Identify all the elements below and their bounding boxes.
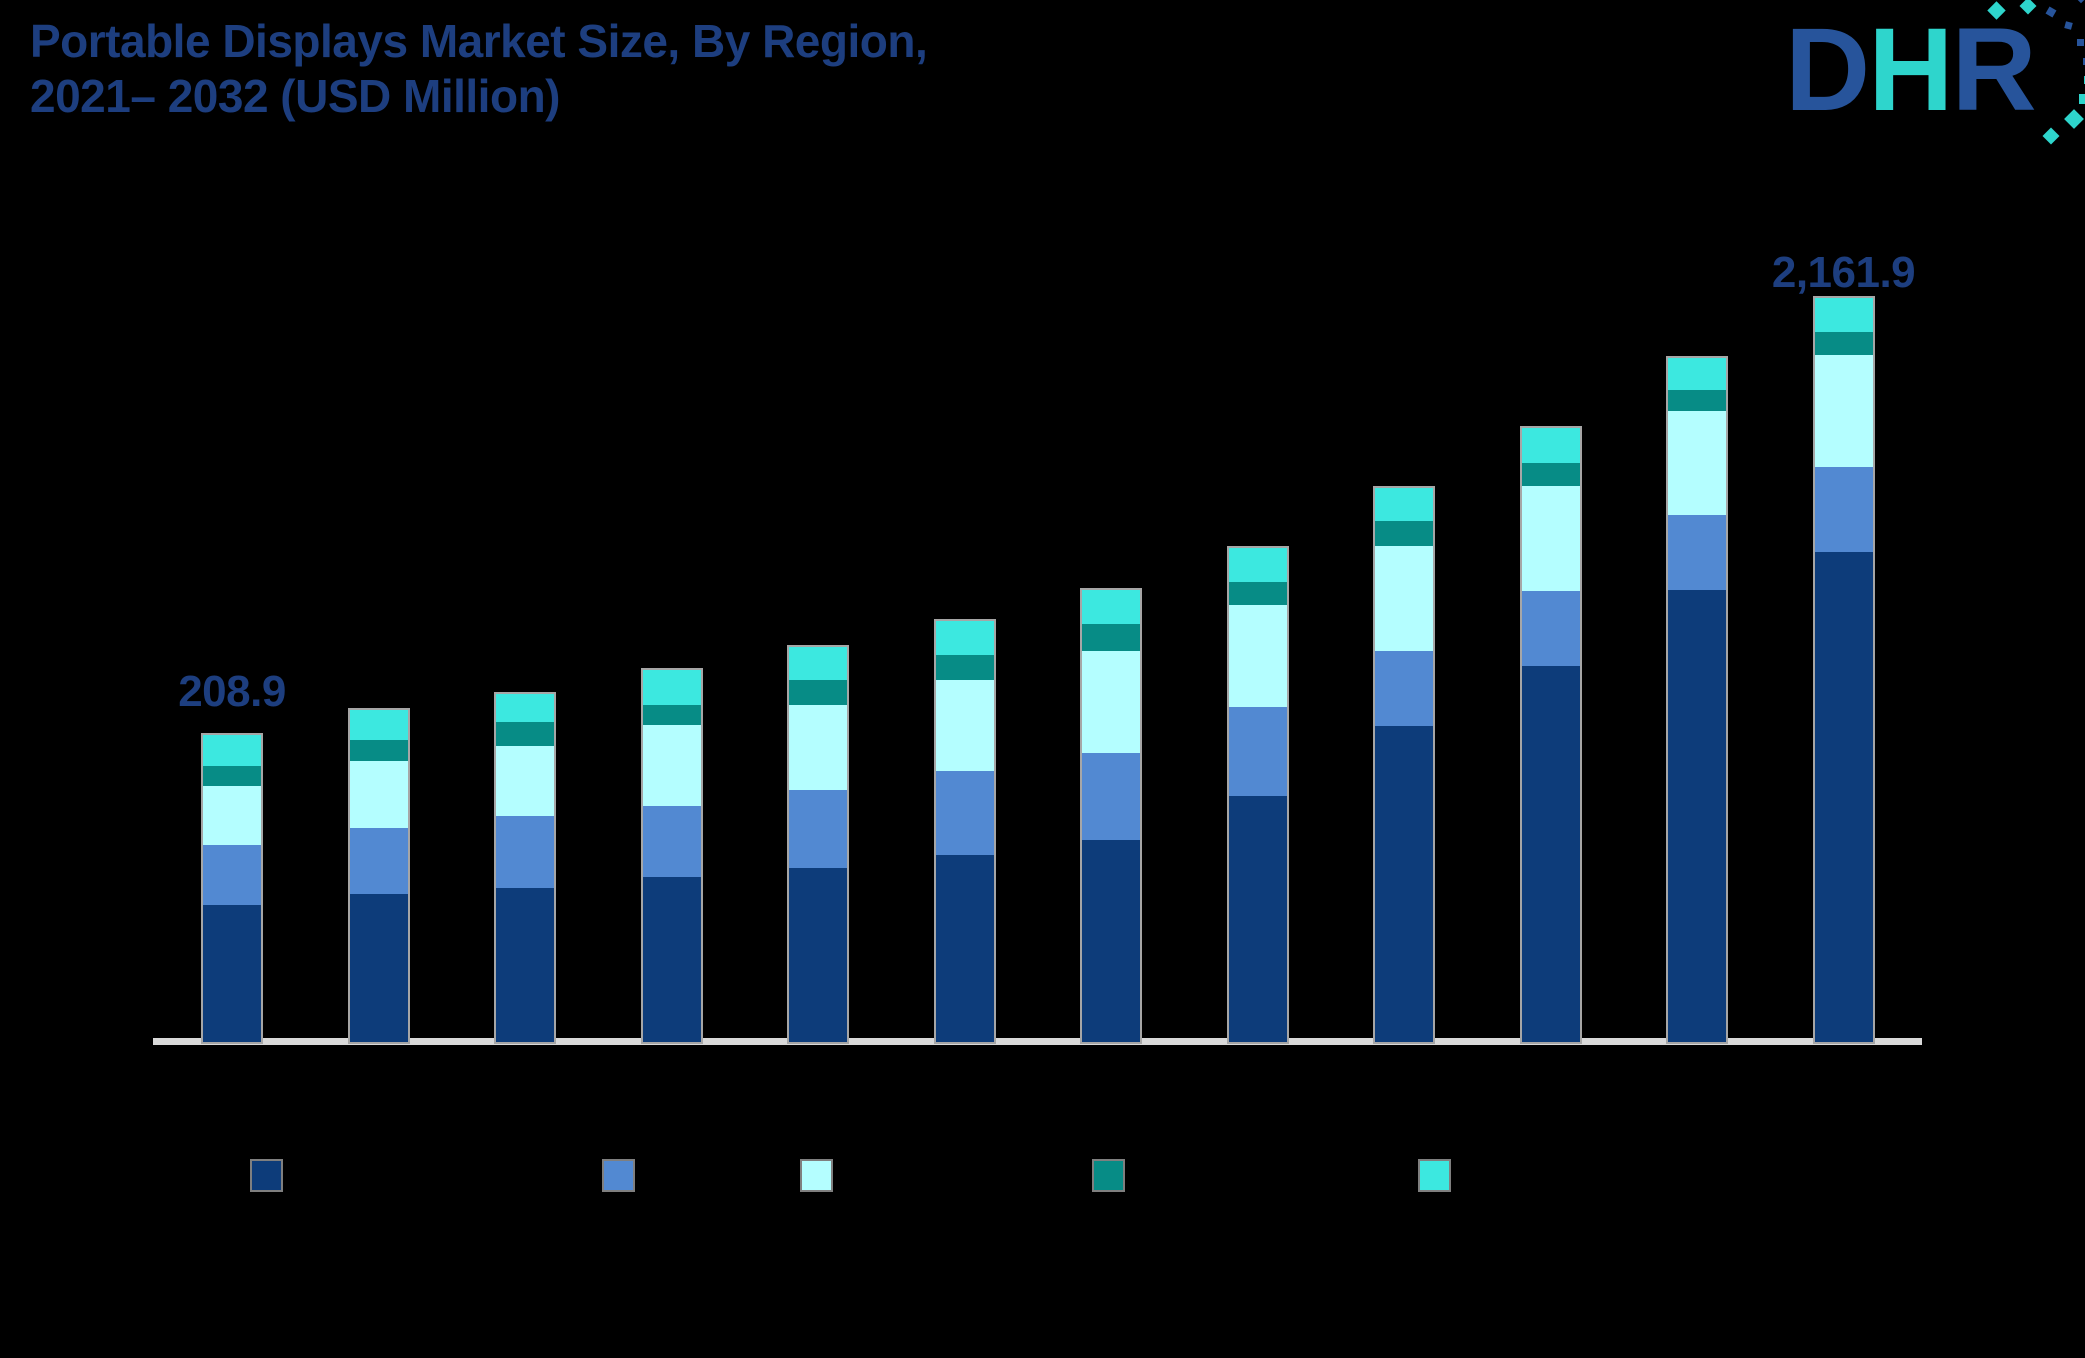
bar-2025-segment-region-2-blue <box>789 790 847 868</box>
bar-2028-segment-region-4-teal <box>1228 582 1287 605</box>
bar-2022 <box>347 708 410 1044</box>
legend-swatch-region-1-navy <box>250 1159 283 1192</box>
value-label-2032: 2,161.9 <box>1771 248 1916 297</box>
bar-2027-segment-region-4-teal <box>1082 624 1140 651</box>
bar-2030-segment-region-1-navy <box>1521 666 1580 1042</box>
bar-2023-segment-region-3-lightcyan <box>496 746 554 816</box>
bar-2022-segment-region-5-turquoise <box>349 710 408 740</box>
bar-2021-segment-region-1-navy <box>203 905 261 1042</box>
bar-2027-segment-region-1-navy <box>1082 840 1140 1042</box>
bar-2028-segment-region-5-turquoise <box>1228 548 1287 582</box>
bar-2029-segment-region-2-blue <box>1375 651 1433 726</box>
bar-2029-segment-region-5-turquoise <box>1375 488 1433 521</box>
bar-2024-segment-region-4-teal <box>642 705 701 725</box>
bar-2032 <box>1812 296 1875 1044</box>
bar-2031-segment-region-5-turquoise <box>1668 358 1726 390</box>
legend-swatch-region-5-turquoise <box>1418 1159 1451 1192</box>
bar-2029-segment-region-3-lightcyan <box>1375 546 1433 651</box>
logo-letter-h: H <box>1868 4 1953 136</box>
bar-2024 <box>640 668 703 1044</box>
bar-2032-segment-region-1-navy <box>1814 552 1873 1042</box>
bar-2028-segment-region-2-blue <box>1228 707 1287 796</box>
bar-2029 <box>1373 486 1435 1044</box>
bar-2032-segment-region-2-blue <box>1814 467 1873 552</box>
bar-2031 <box>1666 356 1728 1044</box>
bar-2026 <box>933 619 996 1044</box>
bar-2022-segment-region-3-lightcyan <box>349 761 408 828</box>
bar-2030-segment-region-3-lightcyan <box>1521 486 1580 591</box>
bar-2021-segment-region-2-blue <box>203 845 261 905</box>
bar-2023-segment-region-1-navy <box>496 888 554 1042</box>
bar-2032-segment-region-4-teal <box>1814 332 1873 355</box>
logo-dot-9 <box>2079 94 2085 104</box>
dhr-logo: DHR <box>1785 0 2085 146</box>
bar-2027-segment-region-2-blue <box>1082 753 1140 840</box>
bar-2028-segment-region-3-lightcyan <box>1228 605 1287 707</box>
logo-letter-r: R <box>1951 4 2036 136</box>
bar-2031-segment-region-4-teal <box>1668 390 1726 411</box>
bar-2030-segment-region-2-blue <box>1521 591 1580 666</box>
bar-2026-segment-region-3-lightcyan <box>935 680 994 771</box>
bar-2022-segment-region-2-blue <box>349 828 408 894</box>
bar-2026-segment-region-2-blue <box>935 771 994 855</box>
bar-2022-segment-region-4-teal <box>349 740 408 761</box>
bar-2024-segment-region-1-navy <box>642 877 701 1042</box>
bar-2021 <box>201 733 263 1044</box>
bar-2032-segment-region-5-turquoise <box>1814 298 1873 332</box>
bar-2021-segment-region-3-lightcyan <box>203 786 261 845</box>
bar-2031-segment-region-2-blue <box>1668 515 1726 590</box>
bar-2023-segment-region-2-blue <box>496 816 554 888</box>
bar-2025-segment-region-1-navy <box>789 868 847 1042</box>
legend-swatch-region-2-blue <box>602 1159 635 1192</box>
logo-dot-3 <box>2076 0 2085 4</box>
bar-2030 <box>1519 426 1582 1044</box>
bar-2022-segment-region-1-navy <box>349 894 408 1042</box>
bar-2031-segment-region-1-navy <box>1668 590 1726 1042</box>
bar-2024-segment-region-5-turquoise <box>642 670 701 705</box>
bar-2025 <box>787 645 849 1044</box>
bar-2027-segment-region-5-turquoise <box>1082 590 1140 624</box>
legend-swatch-region-4-teal <box>1092 1159 1125 1192</box>
bar-2028 <box>1226 546 1289 1044</box>
bar-2021-segment-region-5-turquoise <box>203 735 261 766</box>
chart-title: Portable Displays Market Size, By Region… <box>30 14 928 124</box>
bar-2024-segment-region-2-blue <box>642 806 701 877</box>
bar-2027-segment-region-3-lightcyan <box>1082 651 1140 753</box>
bar-2025-segment-region-4-teal <box>789 680 847 705</box>
bar-2023-segment-region-4-teal <box>496 722 554 746</box>
logo-dot-6 <box>2077 39 2084 46</box>
chart-title-line1: Portable Displays Market Size, By Region… <box>30 15 928 67</box>
bar-2029-segment-region-1-navy <box>1375 726 1433 1042</box>
bar-2026-segment-region-4-teal <box>935 655 994 680</box>
logo-letter-d: D <box>1785 4 1870 136</box>
bar-2025-segment-region-5-turquoise <box>789 647 847 680</box>
bar-2032-segment-region-3-lightcyan <box>1814 355 1873 467</box>
logo-dot-7 <box>2083 58 2085 65</box>
bar-2023 <box>494 692 556 1044</box>
bar-2031-segment-region-3-lightcyan <box>1668 411 1726 515</box>
chart-title-line2: 2021– 2032 (USD Million) <box>30 70 560 122</box>
bar-2021-segment-region-4-teal <box>203 766 261 786</box>
bar-2023-segment-region-5-turquoise <box>496 694 554 722</box>
bar-2026-segment-region-5-turquoise <box>935 621 994 655</box>
legend-swatch-region-3-lightcyan <box>800 1159 833 1192</box>
bar-2029-segment-region-4-teal <box>1375 521 1433 546</box>
bar-2026-segment-region-1-navy <box>935 855 994 1042</box>
bar-2027 <box>1080 588 1142 1044</box>
bar-2030-segment-region-4-teal <box>1521 463 1580 486</box>
value-label-2021: 208.9 <box>178 667 286 716</box>
x-axis-line <box>153 1038 1922 1045</box>
bar-2028-segment-region-1-navy <box>1228 796 1287 1042</box>
bar-2024-segment-region-3-lightcyan <box>642 725 701 806</box>
bar-2025-segment-region-3-lightcyan <box>789 705 847 790</box>
dhr-logo-letters: DHR <box>1785 6 2085 134</box>
bar-2030-segment-region-5-turquoise <box>1521 428 1580 463</box>
